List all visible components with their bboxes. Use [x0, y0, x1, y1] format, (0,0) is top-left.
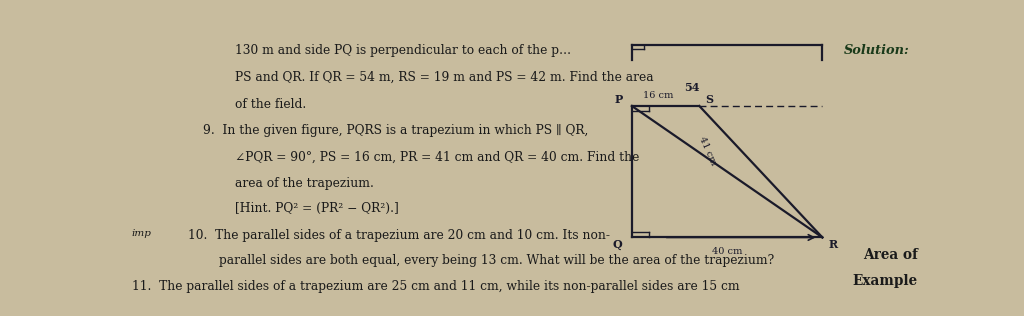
- Text: 40 cm: 40 cm: [712, 247, 742, 256]
- Text: 41 cm: 41 cm: [697, 135, 718, 167]
- Text: P: P: [614, 94, 623, 105]
- Text: [Hint. PQ² = (PR² − QR²).]: [Hint. PQ² = (PR² − QR²).]: [236, 202, 399, 215]
- Text: 54: 54: [684, 82, 699, 93]
- Text: parallel sides are both equal, every being 13 cm. What will be the area of the t: parallel sides are both equal, every bei…: [219, 254, 774, 267]
- Text: R: R: [828, 240, 838, 250]
- Text: 16 cm: 16 cm: [642, 91, 673, 100]
- Text: S: S: [706, 94, 714, 105]
- Text: ∠PQR = 90°, PS = 16 cm, PR = 41 cm and QR = 40 cm. Find the: ∠PQR = 90°, PS = 16 cm, PR = 41 cm and Q…: [236, 151, 640, 164]
- Text: Example: Example: [853, 274, 918, 288]
- Text: Area of: Area of: [863, 248, 918, 262]
- Text: of the field.: of the field.: [236, 98, 306, 111]
- Text: Q: Q: [612, 240, 623, 250]
- Text: PS and QR. If QR = 54 m, RS = 19 m and PS = 42 m. Find the area: PS and QR. If QR = 54 m, RS = 19 m and P…: [236, 71, 653, 84]
- Text: Solution:: Solution:: [844, 44, 909, 57]
- Text: 9.  In the given figure, PQRS is a trapezium in which PS ∥ QR,: 9. In the given figure, PQRS is a trapez…: [204, 124, 589, 137]
- Text: imp: imp: [132, 229, 152, 238]
- Text: 130 m and side PQ is perpendicular to each of the p…: 130 m and side PQ is perpendicular to ea…: [236, 44, 571, 57]
- Text: 10.  The parallel sides of a trapezium are 20 cm and 10 cm. Its non-: 10. The parallel sides of a trapezium ar…: [187, 229, 609, 242]
- Text: 11.  The parallel sides of a trapezium are 25 cm and 11 cm, while its non-parall: 11. The parallel sides of a trapezium ar…: [132, 280, 739, 293]
- Text: area of the trapezium.: area of the trapezium.: [236, 177, 374, 190]
